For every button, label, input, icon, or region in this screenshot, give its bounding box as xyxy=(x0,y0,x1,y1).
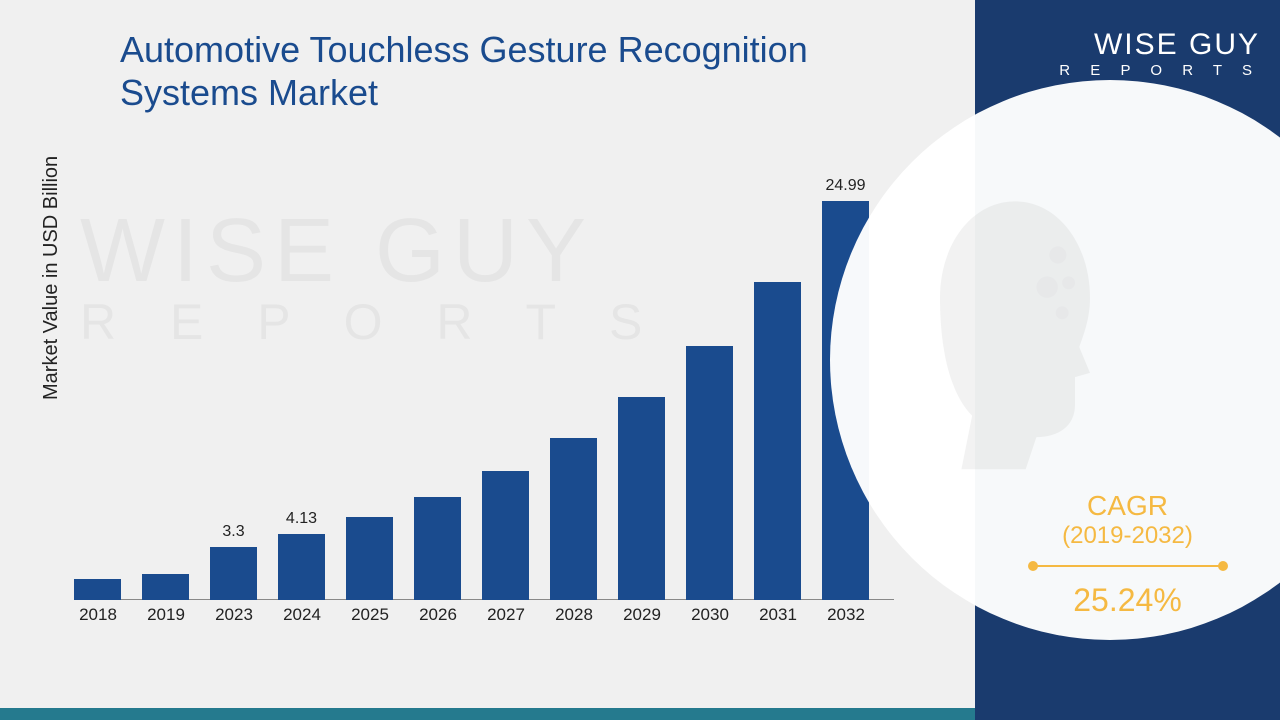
cagr-value: 25.24% xyxy=(1005,582,1250,619)
sidebar: WISE GUY R E P O R T S CAGR (2019-2032) … xyxy=(975,0,1280,720)
chart-title: Automotive Touchless Gesture Recognition… xyxy=(120,28,820,114)
y-axis-label: Market Value in USD Billion xyxy=(40,156,63,400)
x-tick-label: 2032 xyxy=(812,605,880,625)
x-tick-label: 2019 xyxy=(132,605,200,625)
bar xyxy=(346,517,393,600)
bar xyxy=(482,471,529,600)
bar xyxy=(550,438,597,600)
cagr-years: (2019-2032) xyxy=(1005,522,1250,550)
brand-sub: R E P O R T S xyxy=(1059,62,1260,79)
x-tick-label: 2030 xyxy=(676,605,744,625)
cagr-divider xyxy=(1033,565,1223,567)
head-silhouette-icon xyxy=(905,180,1125,480)
x-tick-label: 2031 xyxy=(744,605,812,625)
main-area: WISE GUY R E P O R T S Automotive Touchl… xyxy=(0,0,975,720)
brand-logo: WISE GUY R E P O R T S xyxy=(1059,28,1260,79)
bar xyxy=(74,579,121,600)
bar xyxy=(618,397,665,600)
bar xyxy=(754,282,801,600)
bar-value-label: 4.13 xyxy=(278,510,325,528)
brand-name: WISE GUY xyxy=(1059,28,1260,62)
bar xyxy=(686,346,733,600)
x-axis-labels: 2018201920232024202520262027202820292030… xyxy=(74,605,894,635)
x-tick-label: 2026 xyxy=(404,605,472,625)
x-tick-label: 2029 xyxy=(608,605,676,625)
bar: 3.3 xyxy=(210,547,257,600)
bar xyxy=(142,574,189,600)
bar-chart: 3.34.1324.99 xyxy=(74,185,894,600)
bar-value-label: 3.3 xyxy=(210,523,257,541)
cagr-title: CAGR xyxy=(1005,490,1250,522)
bar: 4.13 xyxy=(278,534,325,600)
x-tick-label: 2023 xyxy=(200,605,268,625)
x-tick-label: 2028 xyxy=(540,605,608,625)
x-tick-label: 2018 xyxy=(64,605,132,625)
x-tick-label: 2024 xyxy=(268,605,336,625)
x-tick-label: 2025 xyxy=(336,605,404,625)
footer-bar xyxy=(0,708,975,720)
bar-value-label: 24.99 xyxy=(822,177,869,195)
bar xyxy=(414,497,461,600)
x-tick-label: 2027 xyxy=(472,605,540,625)
cagr-block: CAGR (2019-2032) 25.24% xyxy=(1005,490,1250,619)
